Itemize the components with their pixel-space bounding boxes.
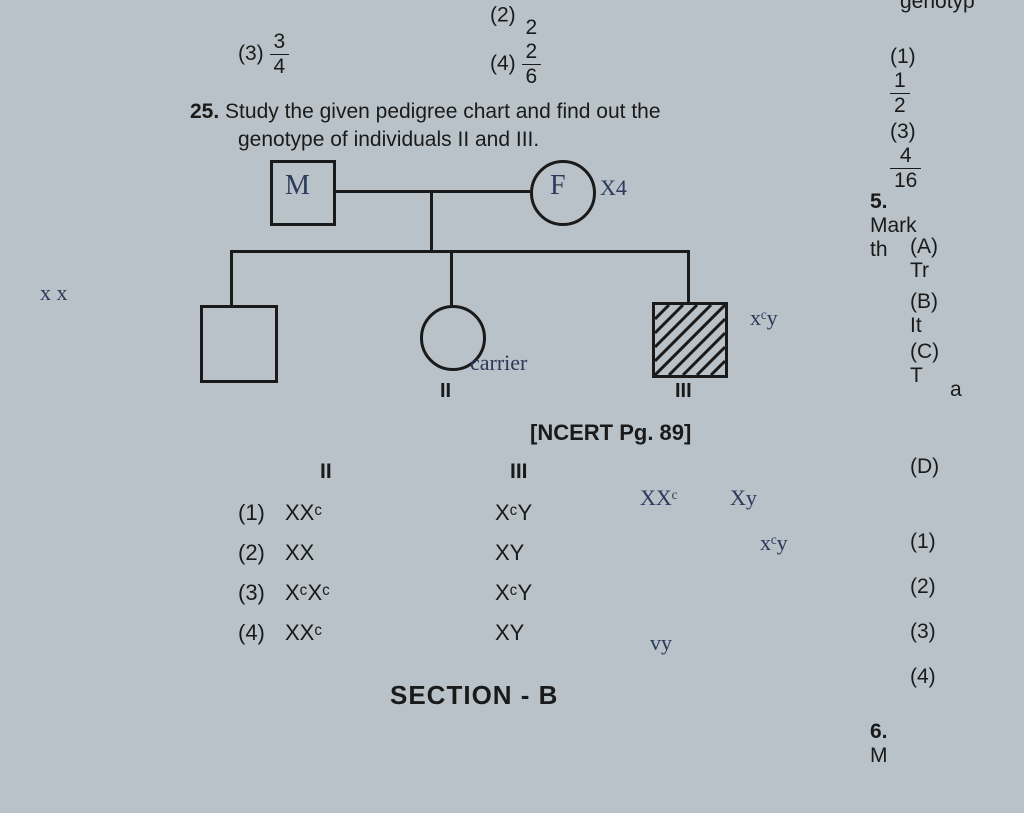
rc-genotype: genotyp xyxy=(900,0,975,14)
ncert-ref: [NCERT Pg. 89] xyxy=(530,420,691,446)
label-ii: II xyxy=(440,380,451,403)
opt3-ii: XᶜXᶜ xyxy=(285,580,330,606)
opt1-iii: XᶜY xyxy=(495,500,532,526)
opt2-ii: XX xyxy=(285,540,330,566)
hand-xcy: xᶜy xyxy=(760,530,788,556)
rc-opt1-label: (1) xyxy=(890,45,916,68)
rc-opt3-label: (3) xyxy=(890,120,916,143)
opt4-den: 6 xyxy=(522,65,542,89)
col-head-ii: II xyxy=(320,460,332,484)
rc-2: (2) xyxy=(910,575,936,599)
label-iii: III xyxy=(675,380,692,403)
child2-drop xyxy=(450,250,453,305)
opt1-n: (1) xyxy=(238,500,265,526)
section-heading: SECTION - B xyxy=(390,680,558,711)
q25-line1: Study the given pedigree chart and find … xyxy=(225,100,660,123)
rc-D: (D) xyxy=(910,455,939,479)
opt4-label: (4) xyxy=(490,52,516,75)
sibship-line xyxy=(230,250,690,253)
rc-opt1-den: 2 xyxy=(890,94,910,118)
prev-frac-2: 2 xyxy=(522,16,542,40)
child1-male-square xyxy=(200,305,278,383)
opt4-ii: XXᶜ xyxy=(285,620,330,646)
drop-line xyxy=(430,190,433,250)
col-head-iii: III xyxy=(510,460,528,484)
rc-q5: 5. xyxy=(870,190,888,213)
child1-drop xyxy=(230,250,233,305)
hand-xcy-right: xᶜy xyxy=(750,305,778,331)
rc-C: (C) T xyxy=(910,340,939,388)
hand-xx: x x xyxy=(40,280,68,306)
q25-number: 25. xyxy=(190,100,219,123)
opt2-iii: XY xyxy=(495,540,532,566)
child3-drop xyxy=(687,250,690,305)
opt4-n: (4) xyxy=(238,620,265,646)
hand-F: F xyxy=(550,170,566,202)
rc-A: (A) Tr xyxy=(910,235,938,283)
opt3-iii: XᶜY xyxy=(495,580,532,606)
child3-male-affected xyxy=(652,302,728,378)
opt3-den: 4 xyxy=(270,55,290,79)
rc-4: (4) xyxy=(910,665,936,689)
opt3-n: (3) xyxy=(238,580,265,606)
opt4-iii: XY xyxy=(495,620,532,646)
rc-opt1-num: 1 xyxy=(890,69,910,94)
hand-xxc: XXᶜ xyxy=(640,485,677,511)
prev-opt2-label: (2) xyxy=(490,4,516,27)
pedigree-chart: II III xyxy=(140,160,800,420)
opt3-num: 3 xyxy=(270,30,290,55)
hand-carrier: carrier xyxy=(470,350,527,376)
q25-line2: genotype of individuals II and III. xyxy=(238,128,539,151)
opt2-n: (2) xyxy=(238,540,265,566)
rc-q6-text: M xyxy=(870,744,888,767)
rc-B: (B) It xyxy=(910,290,938,338)
hand-vy: vy xyxy=(650,630,672,656)
rc-3: (3) xyxy=(910,620,936,644)
opt3-label: (3) xyxy=(238,42,264,65)
rc-q6: 6. xyxy=(870,720,888,743)
rc-opt3-num: 4 xyxy=(890,144,921,169)
hand-M: M xyxy=(285,170,310,202)
hand-xy: Xy xyxy=(730,485,757,511)
opt4-num: 2 xyxy=(522,40,542,65)
opt1-ii: XXᶜ xyxy=(285,500,330,526)
rc-1: (1) xyxy=(910,530,936,554)
rc-a: a xyxy=(950,378,962,402)
hand-x4: X4 xyxy=(600,175,627,201)
